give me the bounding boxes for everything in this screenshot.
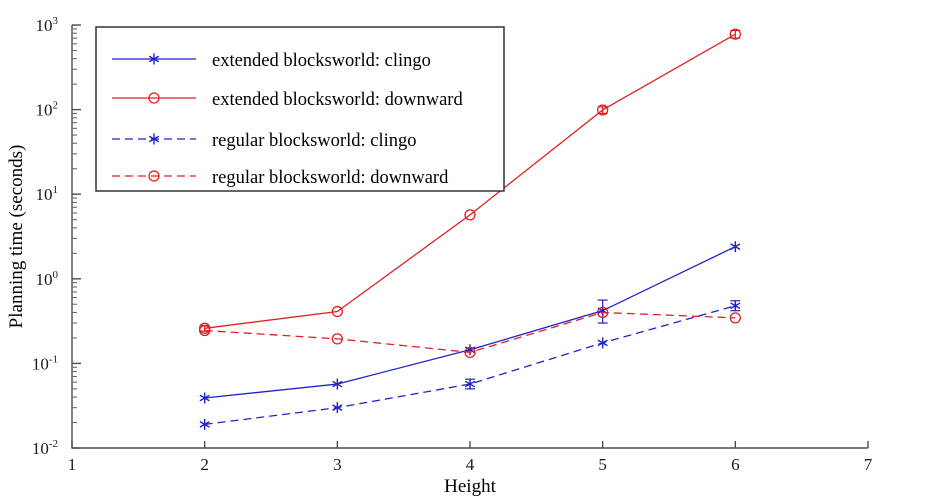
axis-layer: 1 2 3 4 5 6 7 10-2 10-1 100 101 102 103: [32, 15, 873, 474]
y-tick-label: 10-1: [32, 353, 58, 373]
data-marker: [464, 209, 476, 221]
legend-label: extended blocksworld: downward: [212, 90, 463, 110]
x-tick-label: 5: [598, 455, 607, 474]
legend-entry-1[interactable]: extended blocksworld: downward: [112, 90, 463, 110]
x-tick-label: 3: [333, 455, 342, 474]
data-marker: [597, 104, 609, 116]
data-marker: [729, 28, 741, 40]
legend-label: extended blocksworld: clingo: [212, 51, 431, 71]
data-marker: [597, 339, 608, 347]
x-tick-label: 2: [200, 455, 209, 474]
legend-entry-0[interactable]: extended blocksworld: clingo: [112, 51, 431, 71]
series-3: [199, 306, 741, 359]
data-marker: [199, 421, 210, 428]
data-marker: [148, 92, 160, 104]
data-marker: [199, 324, 211, 337]
data-marker: [464, 380, 476, 388]
x-axis-title: Height: [444, 476, 496, 497]
legend-label: regular blocksworld: downward: [212, 168, 449, 188]
label-layer: Height Planning time (seconds): [6, 145, 497, 497]
series-layer: [199, 28, 741, 430]
data-marker: [199, 394, 210, 402]
data-marker: [332, 404, 343, 411]
data-marker: [730, 243, 741, 250]
data-marker: [148, 55, 160, 63]
series-line: [204, 305, 736, 426]
x-tick-label: 7: [864, 455, 873, 474]
data-marker: [597, 306, 609, 319]
data-marker: [730, 302, 741, 310]
series-line: [204, 33, 736, 329]
data-marker: [331, 305, 343, 318]
legend-entry-3[interactable]: regular blocksworld: downward: [112, 168, 449, 188]
series-line: [204, 246, 736, 399]
series-2: [199, 300, 741, 430]
y-tick-label: 100: [36, 269, 59, 289]
y-axis-title: Planning time (seconds): [6, 145, 27, 329]
legend-entry-2[interactable]: regular blocksworld: clingo: [112, 131, 416, 151]
y-tick-label: 10-2: [32, 438, 58, 458]
data-marker: [464, 346, 476, 359]
legend-box: [95, 26, 505, 192]
y-tick-label: 103: [36, 15, 59, 35]
data-marker: [148, 170, 160, 182]
y-tick-label: 101: [36, 184, 59, 204]
x-tick-label: 6: [731, 455, 740, 474]
legend-layer: extended blocksworld: clingo extended blo…: [95, 26, 505, 192]
x-tick-label: 1: [68, 455, 77, 474]
data-marker: [148, 135, 160, 143]
data-marker: [331, 333, 343, 345]
data-marker: [332, 380, 343, 388]
y-tick-label: 102: [36, 100, 59, 120]
legend-label: regular blocksworld: clingo: [212, 131, 416, 151]
x-tick-label: 4: [466, 455, 475, 474]
series-line: [204, 311, 736, 354]
data-marker: [729, 312, 741, 324]
